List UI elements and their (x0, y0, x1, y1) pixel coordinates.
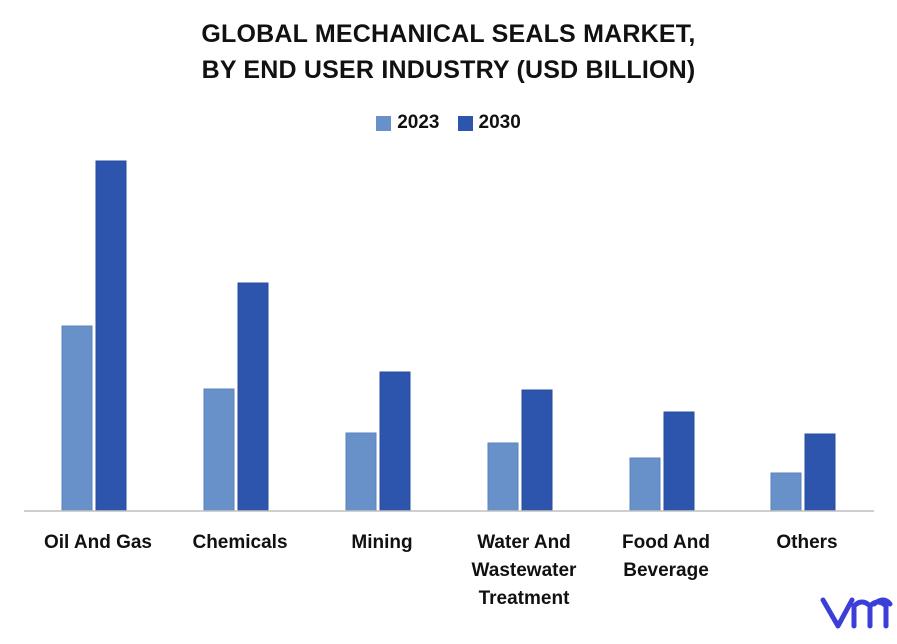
bar-2030-5 (804, 433, 836, 512)
x-tick-labels: Oil And Gas Chemicals Mining Water And Waste… (44, 532, 838, 609)
bar-2023-4 (629, 457, 661, 512)
x-tick-label-5: Others (776, 532, 837, 553)
legend-label-2030: 2030 (478, 112, 521, 133)
x-tick-label-2: Mining (351, 532, 412, 553)
chart-title: GLOBAL MECHANICAL SEALS MARKET, (201, 20, 696, 48)
bar-2030-2 (379, 371, 411, 512)
bar-2030-4 (663, 411, 695, 512)
bar-2030-0 (95, 160, 127, 512)
bar-2030-1 (237, 282, 269, 512)
legend-item-2023: 2023 (376, 112, 440, 134)
x-tick-label-1: Chemicals (192, 532, 287, 553)
x-tick-label-line: Oil And Gas (44, 532, 152, 553)
legend-label-2023: 2023 (397, 112, 440, 133)
bar-2023-2 (345, 432, 377, 512)
bar-2023-1 (203, 388, 235, 512)
bar-2023-3 (487, 442, 519, 512)
x-tick-label-4: Food And Beverage (622, 532, 710, 581)
chart-subtitle: BY END USER INDUSTRY (USD BILLION) (201, 56, 696, 84)
bars-group (61, 160, 836, 512)
legend-item-2030: 2030 (457, 112, 521, 134)
x-tick-label-line: Wastewater (472, 560, 577, 581)
legend-swatch-2030 (457, 115, 473, 131)
x-tick-label-line: Treatment (479, 588, 570, 609)
bar-2023-5 (770, 472, 802, 512)
x-tick-label-line: Others (776, 532, 837, 553)
x-tick-label-line: Mining (351, 532, 412, 553)
legend-swatch-2023 (376, 115, 392, 131)
vmr-logo-icon (820, 597, 893, 629)
x-tick-label-3: Water And Wastewater Treatment (472, 532, 577, 609)
x-tick-label-line: Chemicals (192, 532, 287, 553)
x-tick-label-line: Water And (477, 532, 571, 553)
x-tick-label-line: Food And (622, 532, 710, 553)
bar-2023-0 (61, 325, 93, 512)
x-tick-label-0: Oil And Gas (44, 532, 152, 553)
legend: 2023 2030 (0, 112, 897, 134)
bar-2030-3 (521, 389, 553, 512)
x-tick-label-line: Beverage (623, 560, 709, 581)
